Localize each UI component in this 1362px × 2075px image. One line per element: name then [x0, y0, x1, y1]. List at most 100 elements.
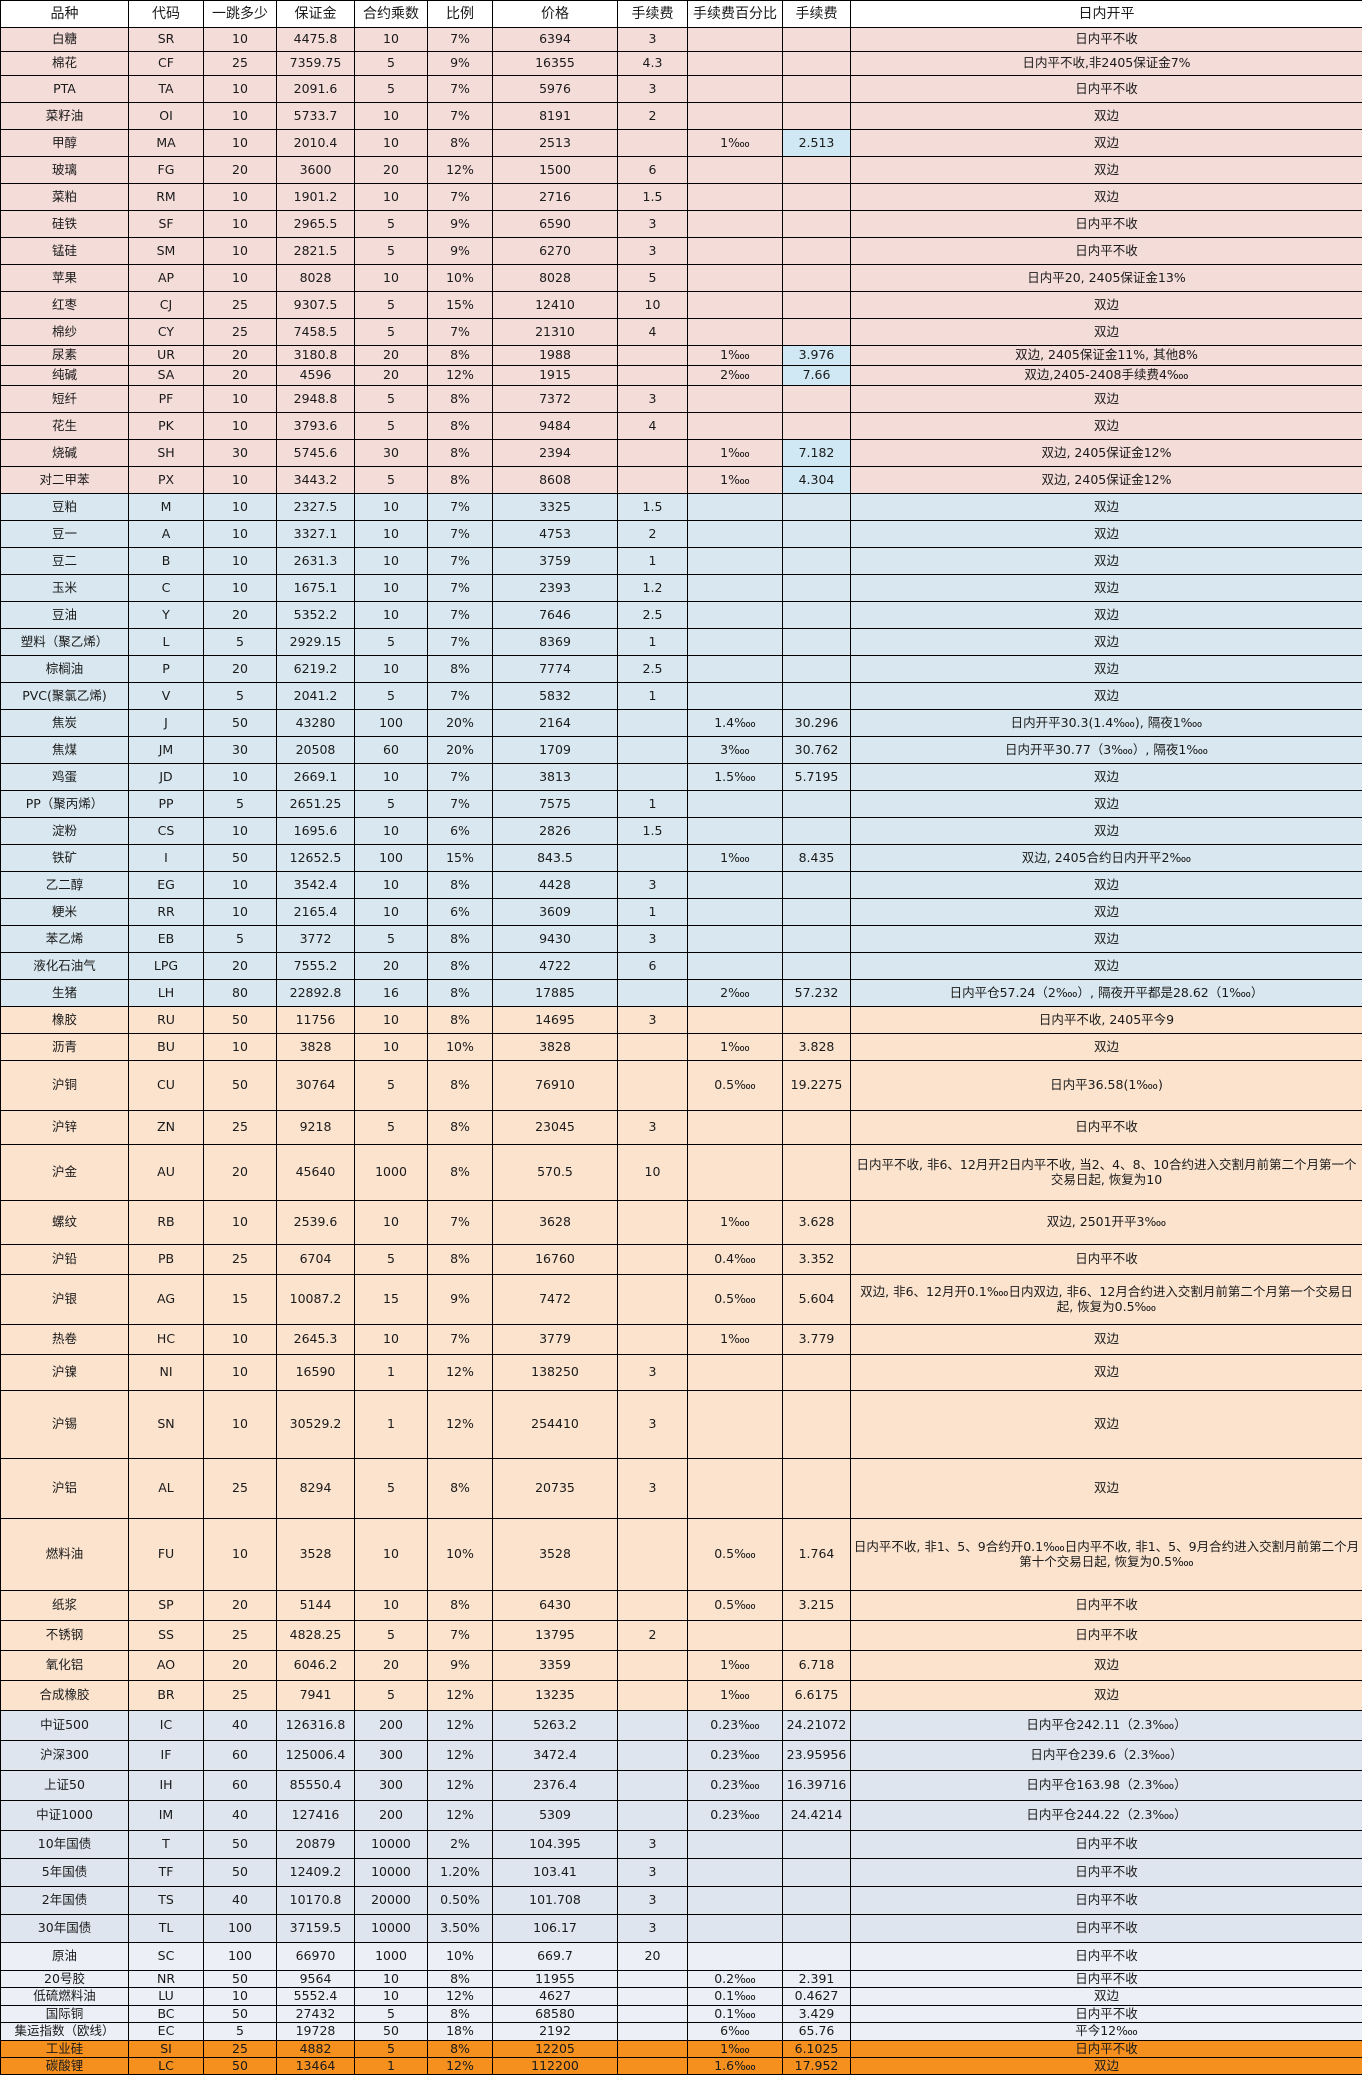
- table-cell-4: 60: [355, 737, 428, 764]
- table-cell-10: 双边: [851, 926, 1362, 953]
- table-cell-6: 16760: [493, 1245, 618, 1275]
- table-cell-10: 双边, 2405合约日内开平2‱: [851, 845, 1362, 872]
- table-cell-8: [688, 791, 783, 818]
- table-cell-5: 7%: [428, 76, 493, 103]
- table-cell-5: 15%: [428, 845, 493, 872]
- table-cell-9: 30.762: [783, 737, 851, 764]
- table-cell-10: 日内平不收: [851, 1111, 1362, 1145]
- table-cell-3: 3180.8: [277, 346, 355, 366]
- table-cell-10: 日内平不收, 非1、5、9合约开0.1‱日内平不收, 非1、5、9月合约进入交割…: [851, 1519, 1362, 1591]
- table-cell-10: 日内平不收: [851, 1831, 1362, 1859]
- product-name-cell: 10年国债: [1, 1831, 129, 1859]
- table-cell-10: 双边: [851, 791, 1362, 818]
- table-cell-9: [783, 103, 851, 130]
- table-cell-3: 3327.1: [277, 521, 355, 548]
- table-cell-5: 10%: [428, 1943, 493, 1971]
- product-name-cell: 硅铁: [1, 211, 129, 238]
- table-cell-3: 3772: [277, 926, 355, 953]
- table-cell-7: 3: [618, 1915, 688, 1943]
- product-code-cell: V: [129, 683, 204, 710]
- product-name-cell: 沪锡: [1, 1391, 129, 1459]
- product-code-cell: SI: [129, 2040, 204, 2057]
- table-cell-2: 50: [204, 2057, 277, 2074]
- product-code-cell: AP: [129, 265, 204, 292]
- table-cell-10: 双边: [851, 1988, 1362, 2005]
- table-cell-10: 日内平不收: [851, 1915, 1362, 1943]
- table-cell-10: 日内平不收: [851, 2005, 1362, 2022]
- product-code-cell: CJ: [129, 292, 204, 319]
- table-cell-7: 3: [618, 1391, 688, 1459]
- table-cell-4: 10: [355, 103, 428, 130]
